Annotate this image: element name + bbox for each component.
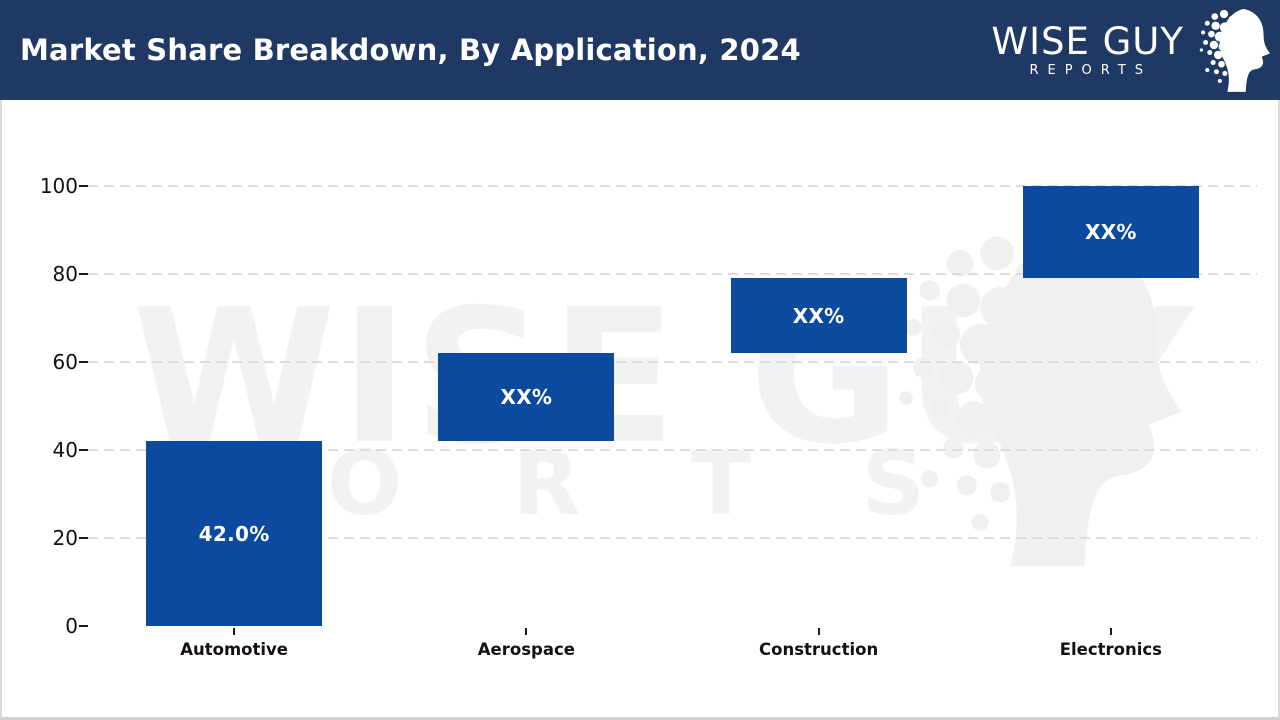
gridline-y60: [88, 361, 1257, 363]
y-axis-tick: [79, 449, 88, 451]
bar-construction: XX%: [730, 278, 907, 354]
bar-value-label: XX%: [1084, 220, 1137, 245]
y-axis-tick: [79, 537, 88, 539]
y-axis-tick: [79, 361, 88, 363]
brand-logo: WISE GUY REPORTS: [992, 7, 1280, 93]
brand-logo-text: WISE GUY REPORTS: [992, 23, 1184, 78]
bar-value-label: XX%: [792, 303, 845, 328]
gridline-y100: [88, 185, 1257, 187]
y-axis-tick: [79, 273, 88, 275]
page-title: Market Share Breakdown, By Application, …: [20, 33, 801, 67]
gridline-y40: [88, 449, 1257, 451]
brand-name: WISE GUY: [991, 19, 1184, 63]
x-axis-category-label: Electronics: [1059, 640, 1162, 659]
y-axis-tick-label: 40: [52, 438, 78, 462]
x-axis-tick: [525, 628, 528, 635]
brand-subname: REPORTS: [1029, 62, 1153, 78]
bar-aerospace: XX%: [438, 353, 615, 442]
gridline-y20: [88, 537, 1257, 539]
x-axis-tick: [1109, 628, 1112, 635]
y-axis-tick-label: 60: [52, 350, 78, 374]
y-axis-tick-label: 100: [39, 174, 78, 198]
bar-value-label: XX%: [500, 385, 553, 410]
y-axis-tick: [79, 185, 88, 187]
bar-automotive: 42.0%: [146, 441, 323, 626]
watermark-head-logo-icon: [899, 233, 1182, 567]
y-axis-tick-label: 20: [52, 526, 78, 550]
bar-electronics: XX%: [1022, 186, 1199, 279]
brand-head-icon: [1199, 9, 1270, 92]
x-axis-tick: [233, 628, 236, 635]
y-axis-tick-label: 80: [52, 262, 78, 286]
x-axis-category-label: Construction: [759, 640, 879, 659]
y-axis-tick: [79, 625, 88, 627]
gridline-y80: [88, 273, 1257, 275]
bar-value-label: 42.0%: [198, 521, 270, 546]
x-axis-category-label: Aerospace: [477, 640, 575, 659]
x-axis-tick: [817, 628, 820, 635]
y-axis-tick-label: 0: [65, 614, 78, 638]
header-bar: Market Share Breakdown, By Application, …: [0, 0, 1280, 100]
x-axis-category-label: Automotive: [180, 640, 288, 659]
